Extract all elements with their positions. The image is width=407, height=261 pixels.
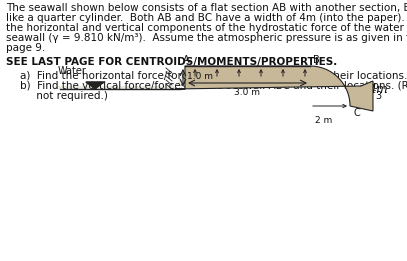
Text: like a quarter cylinder.  Both AB and BC have a width of 4m (into the paper).  D: like a quarter cylinder. Both AB and BC … [6,13,407,23]
Text: 1.0 m: 1.0 m [187,72,213,81]
Text: page 9.: page 9. [6,43,45,53]
Text: 3.0 m: 3.0 m [234,88,260,97]
Text: 2 m: 2 m [315,116,333,125]
Polygon shape [86,82,104,89]
Text: B: B [313,55,320,65]
Polygon shape [55,66,185,89]
Text: b)  Find the vertical force/forces on the seawall ABC and their locations. (Resu: b) Find the vertical force/forces on the… [20,81,407,91]
Text: seawall (γ = 9.810 kN/m³).  Assume the atmospheric pressure is as given in the t: seawall (γ = 9.810 kN/m³). Assume the at… [6,33,407,43]
Text: a)  Find the horizontal force/forces on the seawall ABC and their locations.: a) Find the horizontal force/forces on t… [20,71,407,81]
Text: The seawall shown below consists of a flat section AB with another section, BC, : The seawall shown below consists of a fl… [6,3,407,13]
Text: the horizontal and vertical components of the hydrostatic force of the water on : the horizontal and vertical components o… [6,23,407,33]
Text: C: C [353,108,360,118]
Text: 4m: 4m [368,83,388,96]
Polygon shape [175,66,373,111]
Text: not required.): not required.) [20,91,108,101]
Text: SEE LAST PAGE FOR CENTROIDS/MOMENTS/PROPERTIES.: SEE LAST PAGE FOR CENTROIDS/MOMENTS/PROP… [6,57,337,67]
Text: Water: Water [58,66,87,76]
Text: A: A [183,55,189,65]
Text: 3: 3 [375,91,381,101]
